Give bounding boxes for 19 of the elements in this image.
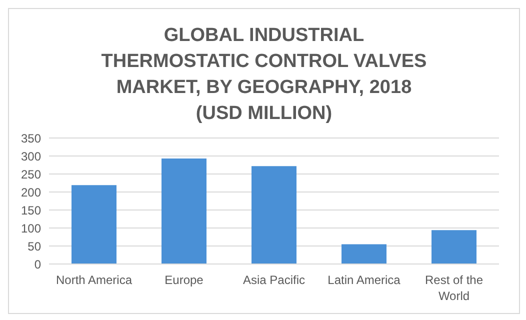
bar <box>342 244 386 264</box>
y-tick-label: 100 <box>20 221 42 236</box>
y-tick-label: 300 <box>20 149 42 164</box>
y-tick-label: 150 <box>20 203 42 218</box>
x-tick-label: Rest of the World <box>424 273 484 303</box>
y-tick-label: 200 <box>20 185 42 200</box>
y-tick-label: 50 <box>28 239 42 254</box>
chart-title: GLOBAL INDUSTRIAL THERMOSTATIC CONTROL VALVES MARKET, BY GEOGRAPHY, 2018 (USD MILLION) <box>100 24 428 126</box>
x-tick-label: Europe <box>164 273 204 287</box>
x-tick-label: Latin America <box>328 273 401 287</box>
x-tick-label: Asia Pacific <box>242 273 306 287</box>
bar <box>252 166 296 264</box>
y-tick-label: 350 <box>20 131 42 146</box>
x-tick-label: North America <box>56 273 132 287</box>
y-tick-label: 0 <box>34 257 42 272</box>
bar <box>432 230 476 264</box>
bar <box>72 185 116 264</box>
bar <box>162 158 206 264</box>
y-tick-label: 250 <box>20 167 42 182</box>
